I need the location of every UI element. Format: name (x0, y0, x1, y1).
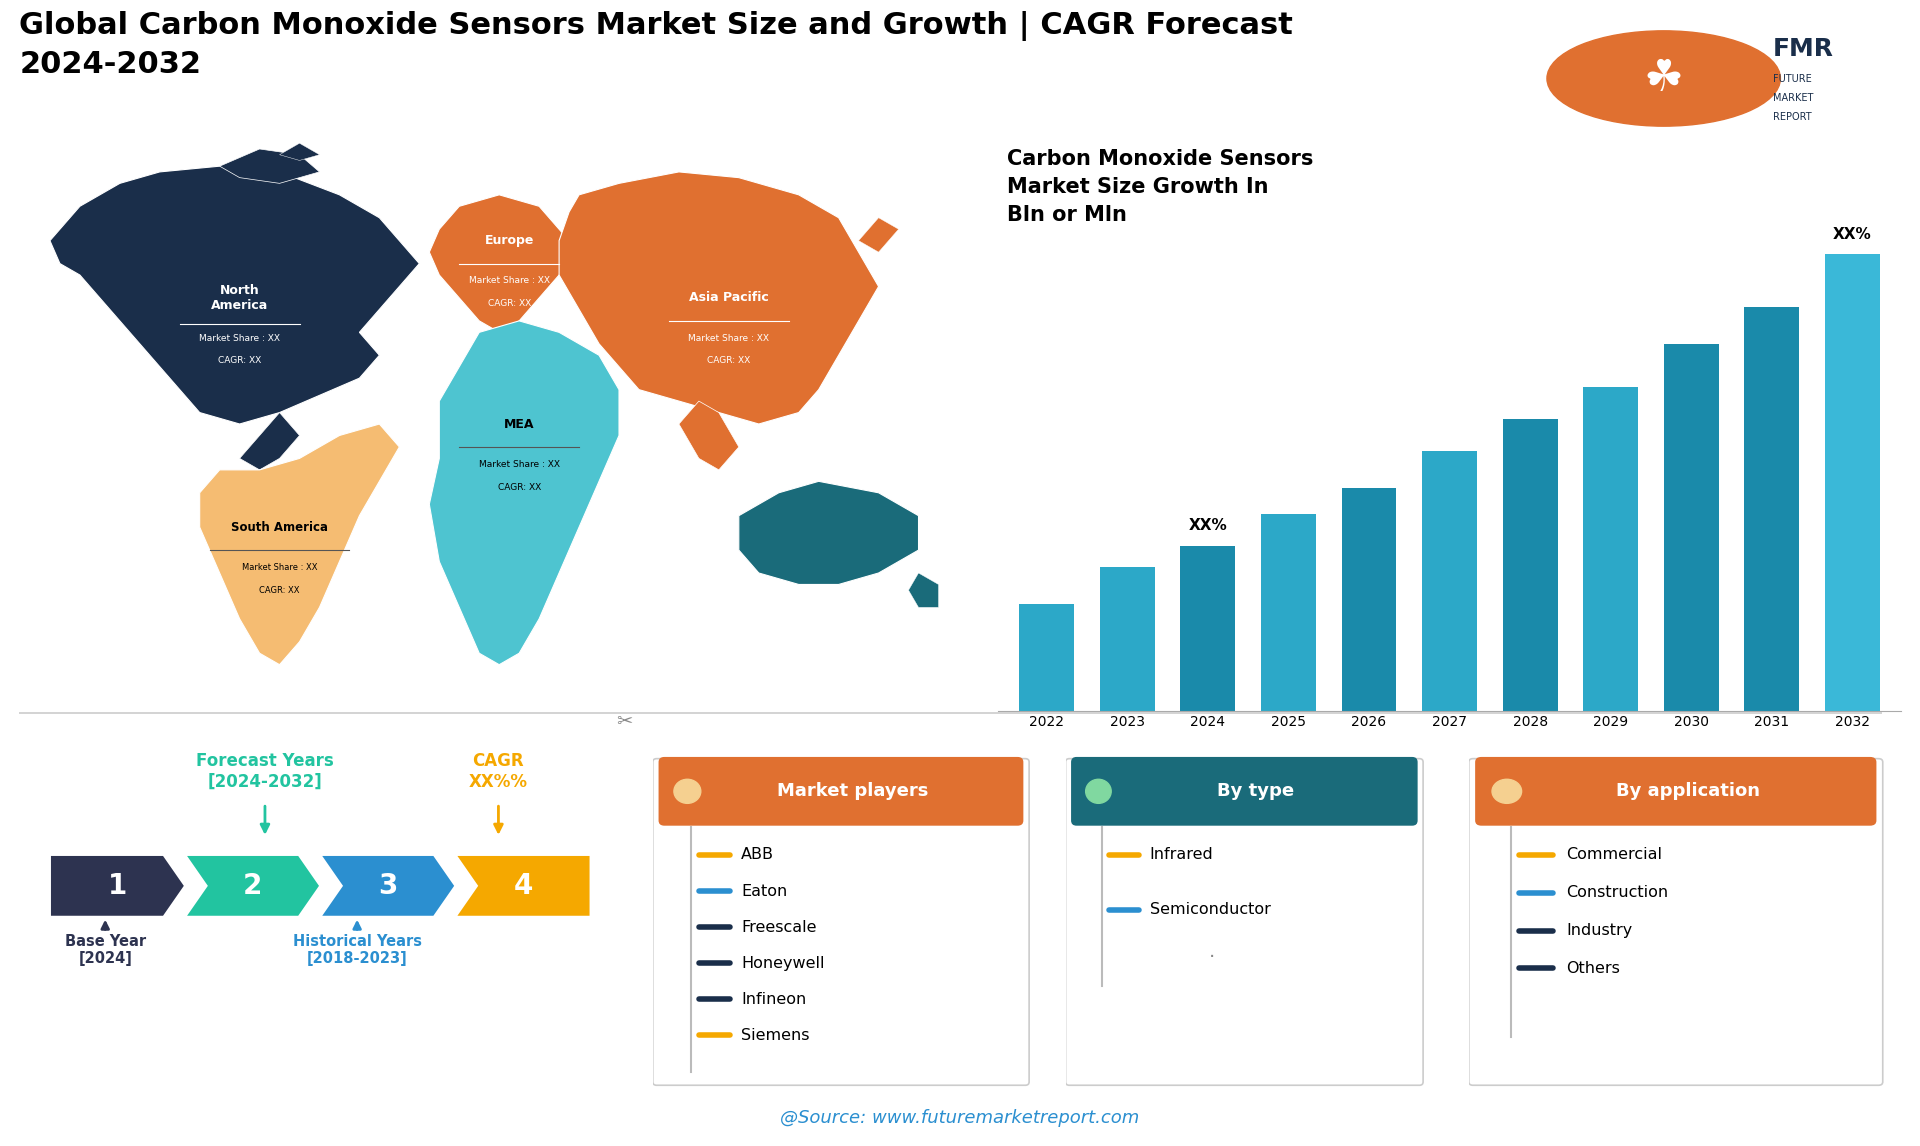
Polygon shape (739, 481, 918, 584)
Text: ☘: ☘ (1644, 57, 1684, 100)
Text: @Source: www.futuremarketreport.com: @Source: www.futuremarketreport.com (780, 1108, 1140, 1127)
Text: Carbon Monoxide Sensors
Market Size Growth In
Bln or Mln: Carbon Monoxide Sensors Market Size Grow… (1008, 149, 1313, 225)
Text: Industry: Industry (1567, 923, 1632, 939)
Text: Others: Others (1567, 960, 1620, 976)
Text: CAGR: XX: CAGR: XX (497, 482, 541, 492)
Polygon shape (280, 143, 319, 160)
Bar (1745, 307, 1799, 711)
Polygon shape (858, 218, 899, 252)
Text: Semiconductor: Semiconductor (1150, 902, 1271, 918)
Circle shape (1492, 779, 1523, 803)
Bar (1261, 515, 1315, 711)
Text: XX%: XX% (1188, 518, 1227, 533)
Polygon shape (455, 855, 591, 917)
Text: Market Share : XX: Market Share : XX (689, 333, 770, 343)
Text: MARKET: MARKET (1772, 93, 1814, 103)
Text: Market players: Market players (778, 783, 927, 800)
Text: CAGR: XX: CAGR: XX (707, 356, 751, 366)
Text: Eaton: Eaton (741, 884, 787, 898)
Polygon shape (50, 855, 184, 917)
Text: CAGR: XX: CAGR: XX (219, 356, 261, 366)
Bar (1826, 254, 1880, 711)
Text: Commercial: Commercial (1567, 847, 1663, 863)
Circle shape (1548, 31, 1780, 126)
Text: Infrared: Infrared (1150, 847, 1213, 863)
Text: Market Share : XX: Market Share : XX (200, 333, 280, 343)
Bar (1503, 418, 1557, 711)
Text: North
America: North America (211, 284, 269, 312)
FancyBboxPatch shape (1071, 758, 1417, 825)
Text: Market Share : XX: Market Share : XX (478, 460, 559, 469)
Text: Honeywell: Honeywell (741, 956, 824, 971)
Polygon shape (559, 172, 879, 424)
FancyBboxPatch shape (1475, 758, 1876, 825)
Polygon shape (321, 855, 455, 917)
Bar (1100, 567, 1154, 711)
Text: FUTURE: FUTURE (1772, 73, 1812, 84)
Text: 3: 3 (378, 872, 397, 900)
Text: Market Share : XX: Market Share : XX (242, 563, 317, 572)
Text: 2: 2 (244, 872, 263, 900)
Text: ABB: ABB (741, 847, 774, 863)
Text: By type: By type (1217, 783, 1294, 800)
Text: Historical Years
[2018-2023]: Historical Years [2018-2023] (292, 934, 422, 966)
Bar (1020, 604, 1073, 711)
Text: MEA: MEA (503, 417, 534, 431)
Polygon shape (240, 413, 300, 470)
Polygon shape (430, 321, 618, 665)
Text: South America: South America (230, 520, 328, 534)
Text: Global Carbon Monoxide Sensors Market Size and Growth | CAGR Forecast
2024-2032: Global Carbon Monoxide Sensors Market Si… (19, 11, 1292, 79)
Bar (1423, 450, 1476, 711)
Text: CAGR: XX: CAGR: XX (259, 586, 300, 595)
Circle shape (1085, 779, 1112, 803)
Bar (1665, 345, 1718, 711)
Text: Asia Pacific: Asia Pacific (689, 291, 768, 305)
Text: Base Year
[2024]: Base Year [2024] (65, 934, 146, 966)
Text: FMR: FMR (1772, 37, 1834, 61)
Text: Europe: Europe (484, 234, 534, 248)
Polygon shape (680, 401, 739, 470)
Text: REPORT: REPORT (1772, 112, 1812, 123)
Text: Freescale: Freescale (741, 919, 816, 935)
Text: Siemens: Siemens (741, 1028, 810, 1043)
Polygon shape (430, 195, 580, 332)
Polygon shape (184, 855, 321, 917)
Polygon shape (219, 149, 319, 183)
Bar (1584, 387, 1638, 711)
Polygon shape (200, 424, 399, 665)
Text: Infineon: Infineon (741, 991, 806, 1007)
Text: 4: 4 (513, 872, 532, 900)
Text: CAGR
XX%%: CAGR XX%% (468, 752, 528, 791)
Text: .: . (1208, 942, 1215, 960)
Text: Construction: Construction (1567, 885, 1668, 901)
Bar (1342, 488, 1396, 711)
Text: By application: By application (1617, 783, 1761, 800)
Polygon shape (50, 166, 419, 424)
Text: CAGR: XX: CAGR: XX (488, 299, 530, 308)
Bar (1181, 545, 1235, 711)
Text: 1: 1 (108, 872, 127, 900)
Text: Forecast Years
[2024-2032]: Forecast Years [2024-2032] (196, 752, 334, 791)
Text: ✂: ✂ (616, 713, 632, 731)
Polygon shape (908, 573, 939, 607)
FancyBboxPatch shape (659, 758, 1023, 825)
Circle shape (674, 779, 701, 803)
Text: XX%: XX% (1834, 227, 1872, 242)
Text: Market Share : XX: Market Share : XX (468, 276, 549, 285)
